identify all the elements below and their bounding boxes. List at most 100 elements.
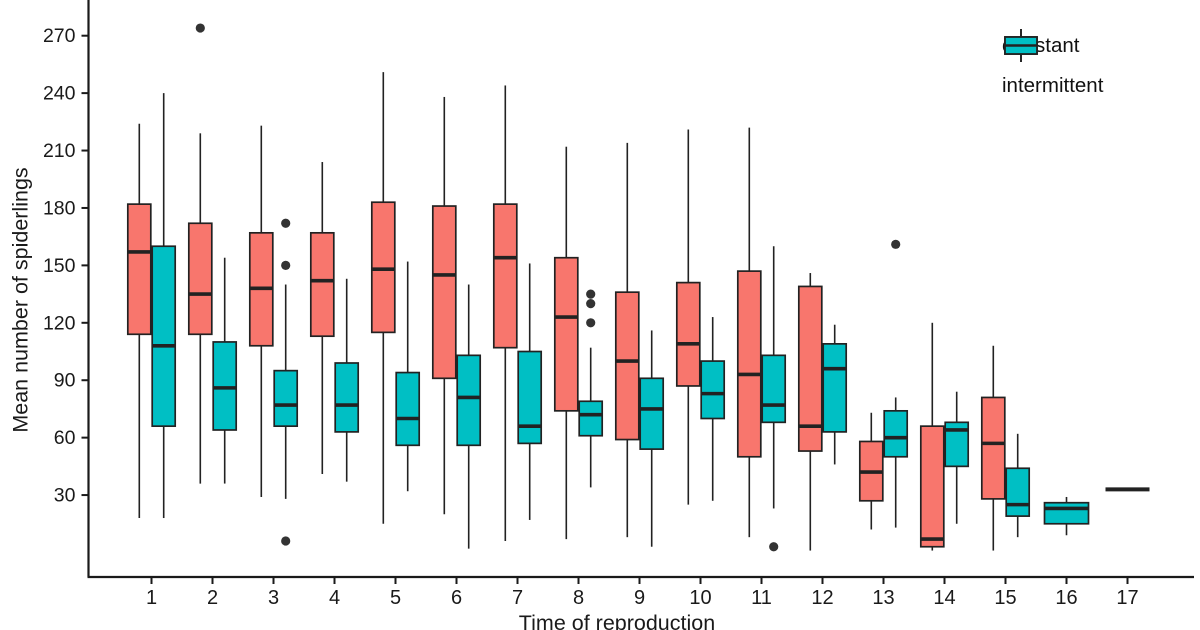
legend-entry-intermittent: intermittent xyxy=(1002,29,1104,104)
box-intermittent-5 xyxy=(395,261,421,492)
iqr-box xyxy=(431,205,457,380)
outlier-point xyxy=(891,239,901,249)
y-tick-label: 90 xyxy=(54,370,76,392)
y-tick-label: 240 xyxy=(43,83,76,105)
x-tick-label: 10 xyxy=(689,587,711,609)
x-tick-label: 3 xyxy=(268,587,279,609)
legend-label-intermittent: intermittent xyxy=(1002,73,1104,97)
box-constant-10 xyxy=(675,129,701,505)
outlier-point xyxy=(281,218,291,228)
x-tick-label: 9 xyxy=(634,587,645,609)
x-tick-label: 5 xyxy=(390,587,401,609)
box-constant-8 xyxy=(553,146,579,540)
iqr-box xyxy=(797,285,823,452)
x-tick-label: 11 xyxy=(751,587,772,609)
x-tick-label: 2 xyxy=(207,587,218,609)
box-intermittent-12 xyxy=(822,324,848,465)
y-tick-label: 210 xyxy=(43,140,76,162)
iqr-box xyxy=(492,203,518,349)
box-intermittent-15 xyxy=(1005,433,1031,538)
iqr-box xyxy=(334,362,360,433)
x-tick-label: 12 xyxy=(811,587,833,609)
box-intermittent-13 xyxy=(883,239,909,528)
iqr-box xyxy=(126,203,152,336)
y-tick-label: 180 xyxy=(43,197,76,219)
iqr-box xyxy=(614,291,640,441)
box-constant-4 xyxy=(309,162,335,475)
iqr-box xyxy=(736,270,762,458)
box-constant-5 xyxy=(370,72,396,524)
y-tick-label: 270 xyxy=(43,25,76,47)
iqr-box xyxy=(639,377,665,450)
box-intermittent-2 xyxy=(212,257,238,484)
iqr-box xyxy=(700,360,726,420)
box-constant-3 xyxy=(248,125,274,497)
outlier-point xyxy=(586,289,596,299)
box-intermittent-11 xyxy=(761,246,787,552)
iqr-box xyxy=(761,354,787,424)
iqr-box xyxy=(517,350,543,445)
outlier-point xyxy=(586,318,596,328)
x-tick-label: 13 xyxy=(872,587,894,609)
iqr-box xyxy=(370,201,396,334)
box-constant-9 xyxy=(614,142,640,538)
box-constant-15 xyxy=(980,345,1006,551)
outlier-point xyxy=(281,536,291,546)
x-tick-label: 6 xyxy=(451,587,462,609)
box-constant-6 xyxy=(431,96,457,515)
outlier-point xyxy=(769,542,779,552)
box-intermittent-14 xyxy=(944,391,970,524)
x-tick-label: 8 xyxy=(573,587,584,609)
iqr-box xyxy=(273,369,299,428)
box-intermittent-6 xyxy=(456,284,482,549)
iqr-box xyxy=(456,354,482,447)
y-axis-title: Mean number of spiderlings xyxy=(8,167,33,433)
y-tick-label: 30 xyxy=(54,485,76,507)
iqr-box xyxy=(980,396,1006,500)
box-intermittent-4 xyxy=(334,278,360,482)
iqr-box xyxy=(151,245,177,428)
x-tick-label: 15 xyxy=(994,587,1016,609)
outlier-point xyxy=(281,260,291,270)
iqr-box xyxy=(1043,501,1090,525)
x-tick-label: 7 xyxy=(512,587,523,609)
x-tick-label: 1 xyxy=(146,587,157,609)
box-intermittent-3 xyxy=(273,218,299,546)
box-constant-2 xyxy=(187,23,213,484)
box-intermittent-9 xyxy=(639,330,665,547)
iqr-box xyxy=(1005,467,1031,517)
box-intermittent-10 xyxy=(700,317,726,501)
iqr-box xyxy=(187,222,213,336)
y-tick-label: 120 xyxy=(43,312,76,334)
x-axis-title: Time of reproduction xyxy=(518,611,716,630)
box-intermittent-7 xyxy=(517,263,543,520)
box-intermittent-1 xyxy=(151,93,177,519)
box-constant-1 xyxy=(126,123,152,519)
outlier-point xyxy=(586,299,596,309)
iqr-box xyxy=(883,409,909,458)
box-constant-12 xyxy=(797,273,823,551)
box-constant-13 xyxy=(858,412,884,530)
y-tick-label: 150 xyxy=(43,255,76,277)
iqr-box xyxy=(822,343,848,433)
iqr-box xyxy=(553,256,579,412)
box-constant-14 xyxy=(919,322,945,551)
y-tick-label: 60 xyxy=(54,427,76,449)
x-tick-label: 16 xyxy=(1055,587,1077,609)
iqr-box xyxy=(395,371,421,447)
outlier-point xyxy=(195,23,205,33)
x-tick-label: 17 xyxy=(1116,587,1138,609)
boxplot-key-icon xyxy=(1004,29,1038,62)
x-tick-label: 4 xyxy=(329,587,340,609)
x-tick-label: 14 xyxy=(933,587,955,609)
iqr-box xyxy=(675,281,701,387)
iqr-box xyxy=(944,421,970,468)
iqr-box xyxy=(578,400,604,437)
iqr-box xyxy=(309,231,335,338)
iqr-box xyxy=(212,341,238,431)
box-constant-11 xyxy=(736,127,762,538)
box-intermittent-16 xyxy=(1043,496,1090,536)
legend: constant intermittent xyxy=(1002,27,1103,104)
